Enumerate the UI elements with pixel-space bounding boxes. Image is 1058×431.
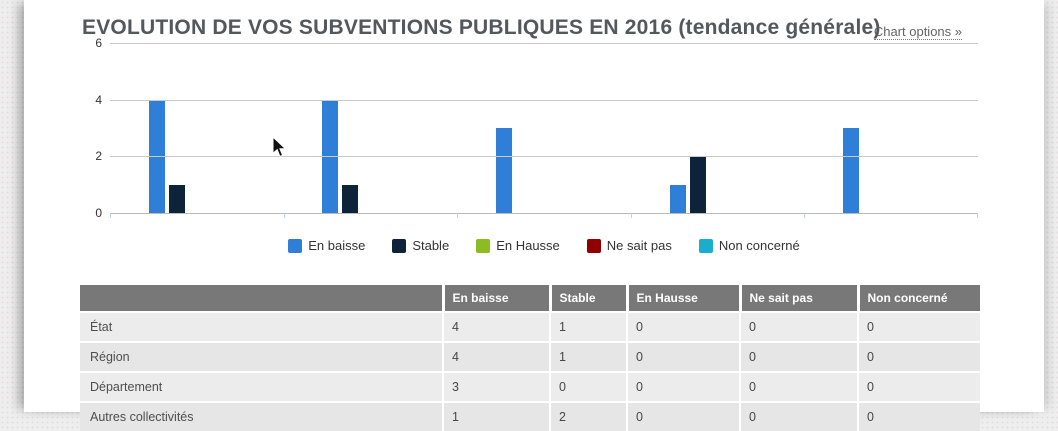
legend-swatch	[698, 238, 713, 253]
bar-en-baisse[interactable]	[843, 128, 860, 213]
content-panel: EVOLUTION DE VOS SUBVENTIONS PUBLIQUES E…	[24, 0, 1044, 431]
mouse-cursor	[272, 137, 287, 158]
table-cell: 0	[549, 372, 627, 402]
gridline	[110, 43, 978, 44]
table-cell: 0	[857, 312, 980, 342]
gridline	[110, 99, 978, 101]
page-title: EVOLUTION DE VOS SUBVENTIONS PUBLIQUES E…	[82, 16, 881, 40]
bar-en-baisse[interactable]	[495, 128, 512, 213]
row-label: Autres collectivités	[90, 410, 194, 424]
table-row: Région 4 1 0 0 0	[80, 342, 980, 372]
legend-item[interactable]: Ne sait pas	[586, 238, 672, 253]
y-axis-tick-label: 4	[95, 92, 102, 107]
table-header-cell: Ne sait pas	[738, 285, 858, 312]
table-cell: 0	[739, 312, 858, 342]
table-row: État 4 1 0 0 0	[80, 312, 980, 342]
legend-item[interactable]: Stable	[392, 238, 449, 253]
table-cell: 1	[442, 402, 550, 431]
legend-item[interactable]: En baisse	[288, 238, 365, 253]
table-cell: 4	[442, 342, 550, 372]
y-axis-labels: 0 2 4 6	[64, 36, 102, 220]
legend-swatch	[392, 238, 407, 253]
row-label: État	[90, 320, 113, 334]
bar-groups	[110, 43, 978, 213]
legend-label: En Hausse	[496, 238, 560, 253]
x-axis-tick	[630, 213, 632, 218]
bar-group	[284, 43, 458, 213]
legend-label: Stable	[412, 238, 450, 253]
table-cell: 3	[442, 372, 550, 402]
table-cell: 0	[857, 402, 980, 431]
bar-en-baisse[interactable]	[669, 184, 686, 213]
table-cell: 1	[549, 342, 627, 372]
bar-group	[804, 43, 978, 213]
table-header-cell	[80, 285, 443, 312]
y-axis-tick-label: 0	[95, 206, 102, 220]
chart-legend: En baisse Stable En Hausse Ne sait pas Non c…	[110, 238, 978, 253]
bar-group	[457, 43, 631, 213]
table-header-cell: En Hausse	[625, 285, 740, 312]
table-cell: 0	[739, 372, 858, 402]
x-axis-tick	[457, 213, 459, 218]
table-cell: 0	[626, 312, 740, 342]
results-table: En baisse Stable En Hausse Ne sait pas Non c…	[80, 285, 980, 431]
table-cell: 0	[626, 372, 740, 402]
table-header-cell: En baisse	[441, 285, 550, 312]
bar-stable[interactable]	[342, 184, 359, 213]
table-cell: 0	[626, 342, 740, 372]
table-cell: 0	[857, 372, 980, 402]
legend-label: Non concerné	[718, 238, 800, 253]
table-row: Autres collectivités 1 2 0 0 0	[80, 402, 980, 431]
bar-group	[631, 43, 805, 213]
table-cell: 1	[549, 312, 627, 342]
table-header-cell: Stable	[548, 285, 627, 312]
bar-stable[interactable]	[168, 184, 185, 213]
row-label: Région	[90, 350, 130, 364]
x-axis-tick	[283, 213, 285, 218]
gridline	[110, 156, 978, 158]
table-header-cell: Non concerné	[856, 285, 980, 312]
chart-plot-area	[110, 43, 978, 218]
table-cell: 0	[739, 402, 858, 431]
x-axis-tick	[977, 213, 978, 218]
x-axis-tick	[804, 213, 806, 218]
table-cell: 0	[857, 342, 980, 372]
legend-swatch	[586, 238, 601, 253]
y-axis-tick-label: 6	[95, 36, 102, 50]
x-axis-tick	[110, 213, 111, 218]
legend-swatch	[476, 238, 491, 253]
bar-stable[interactable]	[689, 156, 706, 213]
table-row: Département 3 0 0 0 0	[80, 372, 980, 402]
table-header-row: En baisse Stable En Hausse Ne sait pas Non c…	[80, 285, 980, 312]
table-cell: 4	[442, 312, 550, 342]
y-axis-tick-label: 2	[95, 149, 102, 164]
legend-label: En baisse	[308, 238, 366, 253]
gridline	[110, 213, 978, 214]
legend-swatch	[288, 238, 303, 253]
table-cell: 0	[739, 342, 858, 372]
table-cell: 0	[626, 402, 740, 431]
legend-item[interactable]: Non concerné	[698, 238, 800, 253]
legend-item[interactable]: En Hausse	[476, 238, 560, 253]
bar-group	[110, 43, 284, 213]
row-label: Département	[90, 380, 163, 394]
table-cell: 2	[549, 402, 627, 431]
legend-label: Ne sait pas	[606, 238, 672, 253]
chart-options-link[interactable]: Chart options »	[873, 24, 962, 40]
